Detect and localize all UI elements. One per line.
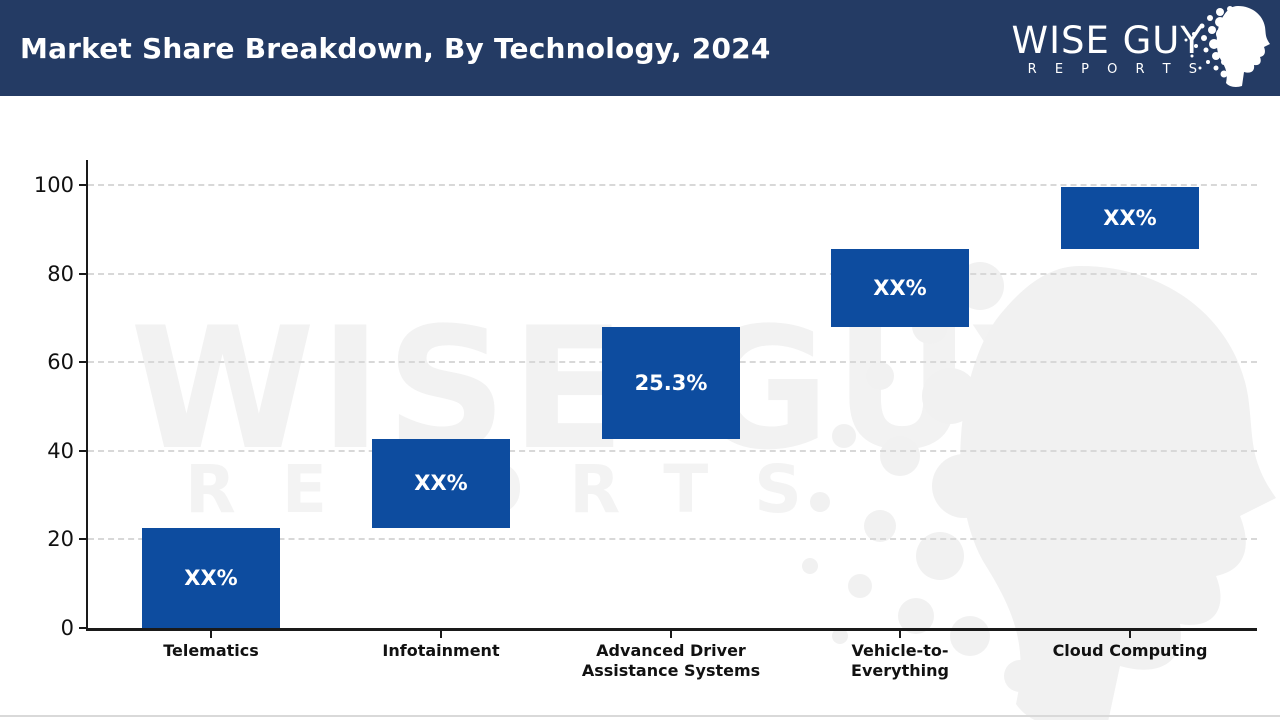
category-label-line: Assistance Systems (581, 661, 761, 680)
page-title: Market Share Breakdown, By Technology, 2… (20, 31, 771, 65)
category-label: Vehicle-to- Everything (785, 641, 1015, 681)
x-axis-line (86, 628, 1257, 631)
category-label-line: Vehicle-to- (851, 641, 949, 660)
wiseguy-logo: WISE GUY R E P O R T S (1011, 0, 1274, 96)
bar-value-label: XX% (184, 565, 238, 590)
category-label: Cloud Computing (1015, 641, 1245, 661)
watermark-head-icon (802, 262, 1276, 720)
category-label-line: Advanced Driver (596, 641, 746, 660)
bar: XX% (831, 248, 969, 327)
x-tick-mark (210, 630, 212, 638)
category-label: Advanced Driver Assistance Systems (556, 641, 786, 681)
bar: 25.3% (602, 326, 740, 439)
y-tick-label: 60 (47, 350, 74, 375)
wiseguy-logo-name: WISE GUY (1011, 19, 1204, 62)
wiseguy-logo-text: WISE GUY R E P O R T S (1011, 19, 1204, 78)
gridline (88, 449, 1257, 452)
footer-divider (0, 715, 1280, 717)
y-tick-mark (79, 361, 87, 364)
category-label-line: Everything (851, 661, 949, 680)
category-label: Infotainment (326, 641, 556, 661)
y-tick-mark (79, 184, 87, 186)
y-tick-mark (79, 538, 87, 541)
y-tick-label: 40 (47, 438, 74, 463)
header-bar: Market Share Breakdown, By Technology, 2… (0, 0, 1280, 96)
gridline (88, 184, 1257, 186)
y-tick-label: 0 (60, 616, 74, 640)
x-tick-mark (440, 630, 442, 638)
category-label-line: Telematics (163, 641, 259, 660)
wiseguy-logo-subtitle: R E P O R T S (1027, 62, 1204, 77)
gridline (88, 272, 1257, 275)
y-tick-mark (79, 449, 87, 452)
y-tick-label: 80 (47, 261, 74, 286)
bar: XX% (1061, 187, 1199, 249)
y-tick-label: 100 (33, 173, 74, 197)
gridline (88, 538, 1257, 541)
bar-value-label: 25.3% (634, 370, 708, 395)
bar-value-label: XX% (873, 275, 927, 300)
y-axis-line (86, 160, 88, 631)
bar-value-label: XX% (1103, 205, 1157, 230)
x-tick-mark (899, 630, 901, 638)
category-label-line: Infotainment (382, 641, 500, 660)
category-label: Telematics (96, 641, 326, 661)
bar: XX% (372, 438, 510, 528)
y-tick-mark (79, 272, 87, 275)
chart-plot-area: WISE GUY REPORTS 0 20 40 60 80 100 XX% Telemati… (0, 96, 1280, 720)
y-tick-mark (79, 627, 87, 629)
x-tick-mark (1129, 630, 1131, 638)
wiseguy-head-icon (1184, 6, 1270, 87)
x-tick-mark (670, 630, 672, 638)
bar: XX% (142, 527, 280, 628)
category-label-line: Cloud Computing (1052, 641, 1208, 660)
bar-value-label: XX% (414, 471, 468, 496)
y-tick-label: 20 (47, 527, 74, 552)
